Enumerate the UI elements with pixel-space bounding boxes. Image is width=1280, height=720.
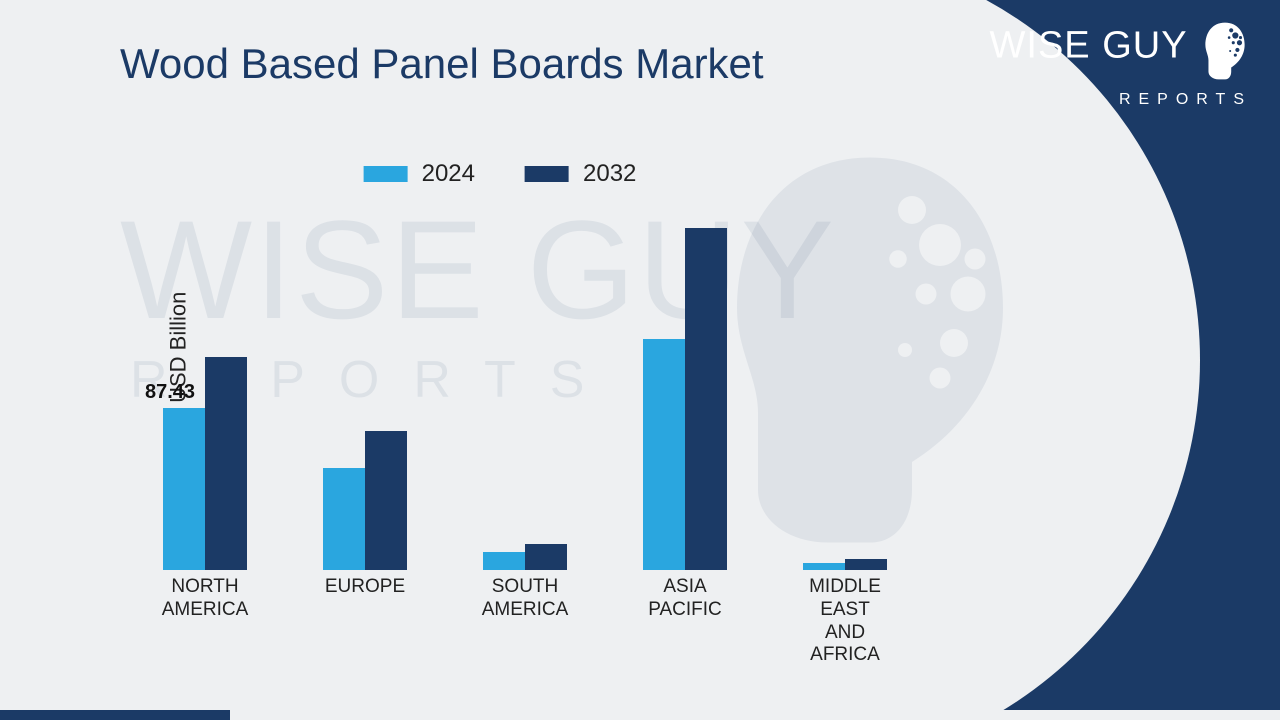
bar (643, 339, 685, 570)
bar (483, 552, 525, 571)
legend: 2024 2032 (364, 160, 637, 188)
bar (685, 228, 727, 570)
bar (803, 563, 845, 570)
x-axis-labels: NORTHAMERICA EUROPE SOUTHAMERICA ASIAPACIFI… (130, 570, 940, 680)
plot-area: 87.43 (130, 200, 940, 570)
brand-top-text: WISE GUY (990, 25, 1188, 67)
brand-logo: WISE GUY REPORTS (990, 20, 1252, 109)
bar (365, 431, 407, 570)
x-axis-label: MIDDLEEASTANDAFRICA (780, 576, 910, 667)
bar-group (300, 431, 430, 570)
bar (323, 468, 365, 570)
legend-swatch (364, 166, 408, 182)
x-axis-label: ASIAPACIFIC (620, 576, 750, 622)
bar (525, 544, 567, 570)
bar-group (620, 228, 750, 570)
bar (205, 357, 247, 570)
legend-item: 2024 (364, 160, 475, 188)
data-label: 87.43 (145, 381, 195, 404)
legend-label: 2032 (583, 160, 636, 188)
bar-group (780, 559, 910, 570)
x-axis-label: EUROPE (300, 576, 430, 599)
brand-bottom-text: REPORTS (990, 91, 1252, 109)
bottom-accent-bar (0, 710, 230, 720)
x-axis-label: SOUTHAMERICA (460, 576, 590, 622)
chart-title: Wood Based Panel Boards Market (120, 40, 764, 88)
brand-head-icon (1198, 20, 1252, 87)
bar (845, 559, 887, 570)
bar-group (460, 544, 590, 570)
x-axis-label: NORTHAMERICA (140, 576, 270, 622)
chart: Market Size in USD Billion 2024 2032 87.… (60, 160, 940, 680)
bar (163, 408, 205, 570)
legend-item: 2032 (525, 160, 636, 188)
legend-label: 2024 (422, 160, 475, 188)
legend-swatch (525, 166, 569, 182)
